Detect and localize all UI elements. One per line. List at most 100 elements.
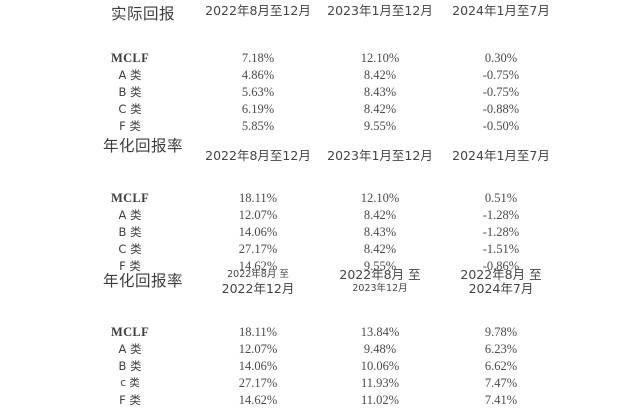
row-value-3: -0.86% — [482, 259, 520, 273]
row-value-2: 11.02% — [360, 393, 400, 407]
block-title: 年化回报率 — [102, 272, 183, 290]
table-row: F 类 5.85% 9.55% -0.50% — [0, 118, 624, 135]
column-header-line1: 2022年8月 至 — [460, 267, 542, 282]
row-value-3: 0.51% — [484, 191, 518, 205]
row-value-3: 6.23% — [484, 342, 518, 356]
column-header-line2: 2022年12月 — [221, 281, 295, 296]
block-title: 年化回报率 — [102, 137, 183, 155]
row-value-3: -0.50% — [482, 119, 520, 133]
row-value-1: 6.19% — [241, 102, 275, 116]
table-row: MCLF 18.11% 12.10% 0.51% — [0, 190, 624, 207]
row-label: F 类 — [119, 119, 141, 133]
row-value-3: 0.30% — [484, 51, 518, 65]
row-label: C 类 — [118, 242, 142, 256]
table-row: A 类 12.07% 8.42% -1.28% — [0, 207, 624, 224]
row-value-1: 4.86% — [241, 68, 275, 82]
table-row: F 类 14.62% 11.02% 7.41% — [0, 392, 624, 409]
row-value-1: 18.11% — [238, 191, 278, 205]
table-row: MCLF 18.11% 13.84% 9.78% — [0, 324, 624, 341]
row-value-1: 14.62% — [238, 259, 278, 273]
table-row: C 类 6.19% 8.42% -0.88% — [0, 101, 624, 118]
row-value-3: 6.62% — [484, 359, 518, 373]
block-header: 年化回报率 2022年8月 至 2022年12月 2022年8月 至 2023年… — [0, 268, 624, 302]
rows-group: MCLF 18.11% 12.10% 0.51% A 类 12.07% 8.42… — [0, 190, 624, 275]
row-value-2: 8.42% — [363, 242, 397, 256]
column-header-3: 2024年1月至7月 — [434, 4, 568, 18]
column-header-3: 2024年1月至7月 — [434, 149, 568, 163]
row-label: A 类 — [118, 342, 142, 356]
column-header-line1: 2023年1月至12月 — [327, 148, 433, 163]
row-label: A 类 — [118, 68, 142, 82]
row-value-1: 12.07% — [238, 208, 278, 222]
row-value-1: 12.07% — [238, 342, 278, 356]
row-label: F 类 — [119, 393, 141, 407]
row-value-3: 7.41% — [484, 393, 518, 407]
row-value-3: -0.88% — [482, 102, 520, 116]
row-value-1: 7.18% — [241, 51, 275, 65]
row-value-2: 9.55% — [363, 259, 397, 273]
block-header: 年化回报率 2022年8月至12月 2023年1月至12月 2024年1月至7月 — [0, 136, 624, 166]
row-label: A 类 — [118, 208, 142, 222]
row-value-1: 5.63% — [241, 85, 275, 99]
table-row: A 类 12.07% 9.48% 6.23% — [0, 341, 624, 358]
row-value-2: 12.10% — [360, 51, 400, 65]
rows-group: MCLF 18.11% 13.84% 9.78% A 类 12.07% 9.48… — [0, 324, 624, 409]
column-header-line1: 2022年8月至12月 — [205, 148, 311, 163]
row-value-2: 8.43% — [363, 225, 397, 239]
row-label: MCLF — [111, 325, 149, 339]
returns-block-annualized-periods: 年化回报率 2022年8月至12月 2023年1月至12月 2024年1月至7月… — [0, 136, 624, 275]
column-header-line2: 2024年7月 — [468, 281, 534, 296]
row-value-2: 8.42% — [363, 208, 397, 222]
row-label: F 类 — [119, 259, 141, 273]
column-header-1: 2022年8月至12月 — [196, 149, 320, 163]
table-row: MCLF 7.18% 12.10% 0.30% — [0, 50, 624, 67]
row-value-1: 18.11% — [238, 325, 278, 339]
block-header: 实际回报 2022年8月至12月 2023年1月至12月 2024年1月至7月 — [0, 4, 624, 34]
column-header-line1: 2024年1月至7月 — [452, 148, 550, 163]
row-value-3: -1.28% — [482, 225, 520, 239]
table-row: B 类 5.63% 8.43% -0.75% — [0, 84, 624, 101]
row-value-1: 5.85% — [241, 119, 275, 133]
row-value-3: -1.51% — [482, 242, 520, 256]
row-value-3: -0.75% — [482, 85, 520, 99]
row-value-1: 14.06% — [238, 225, 278, 239]
column-header-2: 2023年1月至12月 — [318, 4, 442, 18]
table-row: c 类 27.17% 11.93% 7.47% — [0, 375, 624, 392]
row-value-2: 10.06% — [360, 359, 400, 373]
row-value-2: 9.55% — [363, 119, 397, 133]
row-label: c 类 — [120, 377, 140, 389]
row-value-3: 7.47% — [484, 376, 518, 390]
row-value-1: 14.06% — [238, 359, 278, 373]
column-header-line1: 2024年1月至7月 — [452, 3, 550, 18]
column-header-2: 2022年8月 至 2023年12月 — [318, 268, 442, 296]
row-value-3: -1.28% — [482, 208, 520, 222]
row-value-1: 27.17% — [238, 242, 278, 256]
column-header-line1: 2023年1月至12月 — [327, 3, 433, 18]
table-row: C 类 27.17% 8.42% -1.51% — [0, 241, 624, 258]
row-value-2: 8.43% — [363, 85, 397, 99]
column-header-1: 2022年8月 至 2022年12月 — [196, 268, 320, 296]
row-label: MCLF — [111, 191, 149, 205]
row-value-3: -0.75% — [482, 68, 520, 82]
row-value-2: 8.42% — [363, 102, 397, 116]
column-header-line1: 2022年8月 至 — [227, 269, 289, 280]
row-label: B 类 — [118, 225, 142, 239]
column-header-line2: 2023年12月 — [352, 283, 408, 294]
table-row: B 类 14.06% 8.43% -1.28% — [0, 224, 624, 241]
row-label: B 类 — [118, 85, 142, 99]
column-header-line1: 2022年8月 至 — [339, 267, 421, 282]
column-header-2: 2023年1月至12月 — [318, 149, 442, 163]
row-label: C 类 — [118, 102, 142, 116]
table-row: F 类 14.62% 9.55% -0.86% — [0, 258, 624, 275]
row-value-1: 14.62% — [238, 393, 278, 407]
row-label: B 类 — [118, 359, 142, 373]
row-value-1: 27.17% — [238, 376, 278, 390]
row-label: MCLF — [111, 51, 149, 65]
row-value-2: 9.48% — [363, 342, 397, 356]
row-value-2: 12.10% — [360, 191, 400, 205]
row-value-2: 11.93% — [360, 376, 400, 390]
table-row: A 类 4.86% 8.42% -0.75% — [0, 67, 624, 84]
returns-block-annualized-cumulative: 年化回报率 2022年8月 至 2022年12月 2022年8月 至 2023年… — [0, 268, 624, 409]
row-value-3: 9.78% — [484, 325, 518, 339]
